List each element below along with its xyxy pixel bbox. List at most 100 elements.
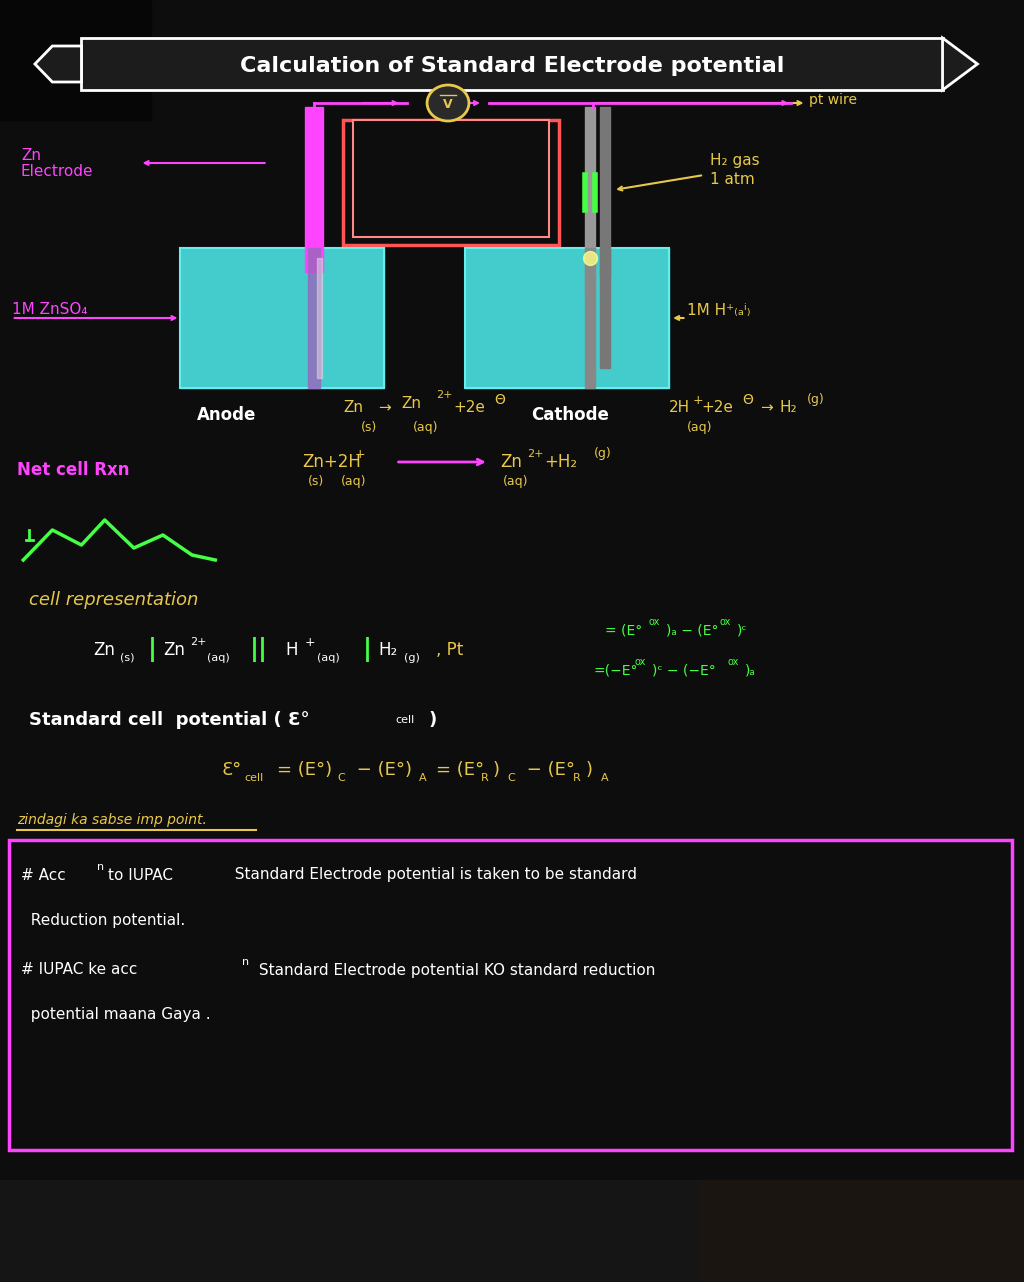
Text: (aq): (aq)	[686, 422, 712, 435]
Text: 1M H⁺₍ₐⁱ₎: 1M H⁺₍ₐⁱ₎	[686, 303, 750, 318]
Text: (g): (g)	[594, 447, 611, 460]
Text: (s): (s)	[360, 422, 377, 435]
Text: R: R	[480, 773, 488, 783]
Text: (g): (g)	[403, 653, 420, 663]
Text: Cathode: Cathode	[531, 406, 609, 424]
Bar	[352, 121, 549, 237]
Text: − (E°): − (E°)	[351, 762, 413, 779]
Text: potential maana Gaya .: potential maana Gaya .	[20, 1008, 211, 1023]
Text: H₂: H₂	[378, 641, 397, 659]
Text: (aq): (aq)	[207, 653, 229, 663]
Text: A: A	[419, 773, 427, 783]
Text: Zn: Zn	[163, 641, 184, 659]
Text: Anode: Anode	[198, 406, 257, 424]
Text: Zn: Zn	[343, 400, 364, 415]
Text: =(−E°: =(−E°	[594, 663, 638, 677]
Bar	[698, 1179, 1024, 1282]
Text: Net cell Rxn: Net cell Rxn	[17, 462, 130, 479]
Circle shape	[427, 85, 469, 121]
Text: +: +	[305, 636, 315, 649]
Bar	[600, 247, 609, 368]
Text: 2+: 2+	[189, 637, 206, 647]
Bar	[343, 121, 558, 245]
Text: Θ: Θ	[495, 394, 506, 406]
Text: (aq): (aq)	[413, 422, 438, 435]
Text: +H₂: +H₂	[545, 453, 578, 470]
Bar	[9, 840, 1013, 1150]
Text: Zn: Zn	[20, 147, 41, 163]
Text: (aq): (aq)	[341, 476, 367, 488]
Text: Zn: Zn	[401, 396, 422, 410]
Text: ||: ||	[250, 637, 268, 663]
Text: (s): (s)	[308, 476, 325, 488]
Text: Ɛ°: Ɛ°	[221, 762, 242, 779]
Text: ): )	[428, 712, 436, 729]
Text: +: +	[692, 394, 703, 406]
Bar	[180, 247, 384, 388]
Bar	[180, 247, 384, 388]
Text: |: |	[364, 637, 372, 663]
Text: = (E°: = (E°	[436, 762, 484, 779]
Text: (aq): (aq)	[503, 476, 528, 488]
Text: cell representation: cell representation	[29, 591, 199, 609]
Text: H: H	[285, 641, 298, 659]
Text: →: →	[378, 400, 391, 415]
Text: Standard Electrode potential is taken to be standard: Standard Electrode potential is taken to…	[224, 868, 637, 882]
Text: ox: ox	[648, 617, 659, 627]
Bar	[586, 247, 595, 388]
Text: +2e: +2e	[454, 400, 485, 415]
Text: Standard cell  potential ( Ɛ°: Standard cell potential ( Ɛ°	[29, 712, 309, 729]
Text: = (E°): = (E°)	[276, 762, 332, 779]
Bar	[466, 247, 669, 388]
Bar	[586, 106, 595, 292]
Text: 2H: 2H	[669, 400, 690, 415]
Text: ): )	[586, 762, 592, 779]
Text: Zn: Zn	[501, 453, 522, 470]
Text: R: R	[572, 773, 581, 783]
Text: zindagi ka sabse imp point.: zindagi ka sabse imp point.	[17, 813, 207, 827]
Text: )ᶜ: )ᶜ	[736, 623, 748, 637]
Text: V: V	[443, 97, 453, 110]
Text: ): )	[493, 762, 500, 779]
Text: (aq): (aq)	[316, 653, 339, 663]
Text: ox: ox	[727, 656, 738, 667]
Text: # Acc: # Acc	[20, 868, 66, 882]
Text: Zn: Zn	[93, 641, 115, 659]
Text: cell: cell	[245, 773, 263, 783]
Text: # IUPAC ke acc: # IUPAC ke acc	[20, 963, 137, 977]
Text: |: |	[147, 637, 157, 663]
Text: 2+: 2+	[436, 390, 453, 400]
Text: Electrode: Electrode	[20, 164, 93, 179]
Text: cell: cell	[395, 715, 415, 726]
Text: H₂ gas: H₂ gas	[710, 153, 760, 168]
Text: 0.76V: 0.76V	[432, 122, 464, 132]
Polygon shape	[942, 38, 978, 90]
Text: A: A	[600, 773, 608, 783]
Text: Reduction potential.: Reduction potential.	[20, 913, 185, 927]
Text: − (E°: − (E°	[521, 762, 575, 779]
Text: C: C	[338, 773, 345, 783]
Text: 1M ZnSO₄: 1M ZnSO₄	[11, 303, 87, 318]
Text: )ₐ − (E°: )ₐ − (E°	[666, 623, 718, 637]
Text: ox: ox	[634, 656, 645, 667]
Text: n: n	[96, 862, 103, 872]
Bar	[82, 38, 942, 90]
Text: (s): (s)	[120, 653, 134, 663]
Text: →: →	[760, 400, 772, 415]
Text: ox: ox	[719, 617, 730, 627]
Text: 2+: 2+	[527, 449, 544, 459]
Text: to IUPAC: to IUPAC	[109, 868, 173, 882]
Text: H₂: H₂	[779, 400, 798, 415]
Text: )ᶜ − (−E°: )ᶜ − (−E°	[651, 663, 716, 677]
Text: n: n	[242, 956, 249, 967]
Text: Θ: Θ	[742, 394, 754, 406]
Text: +: +	[355, 447, 366, 460]
Text: +2e: +2e	[701, 400, 733, 415]
Bar	[0, 0, 152, 121]
Text: )ₐ: )ₐ	[744, 663, 756, 677]
Bar	[316, 258, 323, 378]
Bar	[600, 106, 609, 277]
Text: Zn+2H: Zn+2H	[302, 453, 361, 470]
Text: pt wire: pt wire	[809, 94, 857, 106]
Text: Calculation of Standard Electrode potential: Calculation of Standard Electrode potent…	[240, 56, 784, 76]
